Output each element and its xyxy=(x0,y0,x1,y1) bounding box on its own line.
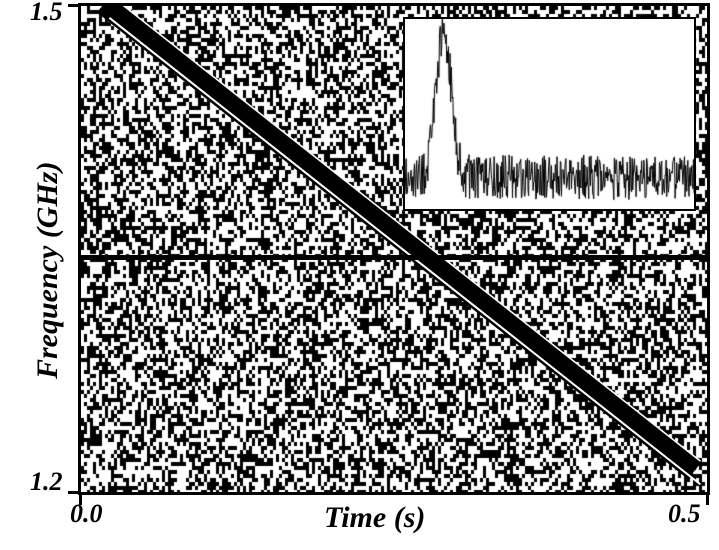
x-tick-label-max: 0.5 xyxy=(668,499,701,529)
horizontal-rfi-line xyxy=(81,255,707,260)
y-tick-mark xyxy=(68,491,78,494)
inset-panel xyxy=(403,17,696,211)
y-axis-label: Frequency (GHz) xyxy=(31,162,65,379)
y-tick-label-max: 1.5 xyxy=(30,0,63,27)
y-tick-label-min: 1.2 xyxy=(30,467,63,497)
spectrogram-panel xyxy=(78,3,710,495)
x-tick-label-min: 0.0 xyxy=(70,499,103,529)
x-axis-label: Time (s) xyxy=(324,501,425,535)
figure-root: 1.5 1.2 Frequency (GHz) 0.0 0.5 Time (s) xyxy=(0,0,719,550)
x-tick-mark xyxy=(706,495,709,505)
inset-timeseries xyxy=(405,19,694,209)
y-tick-mark xyxy=(68,4,78,7)
